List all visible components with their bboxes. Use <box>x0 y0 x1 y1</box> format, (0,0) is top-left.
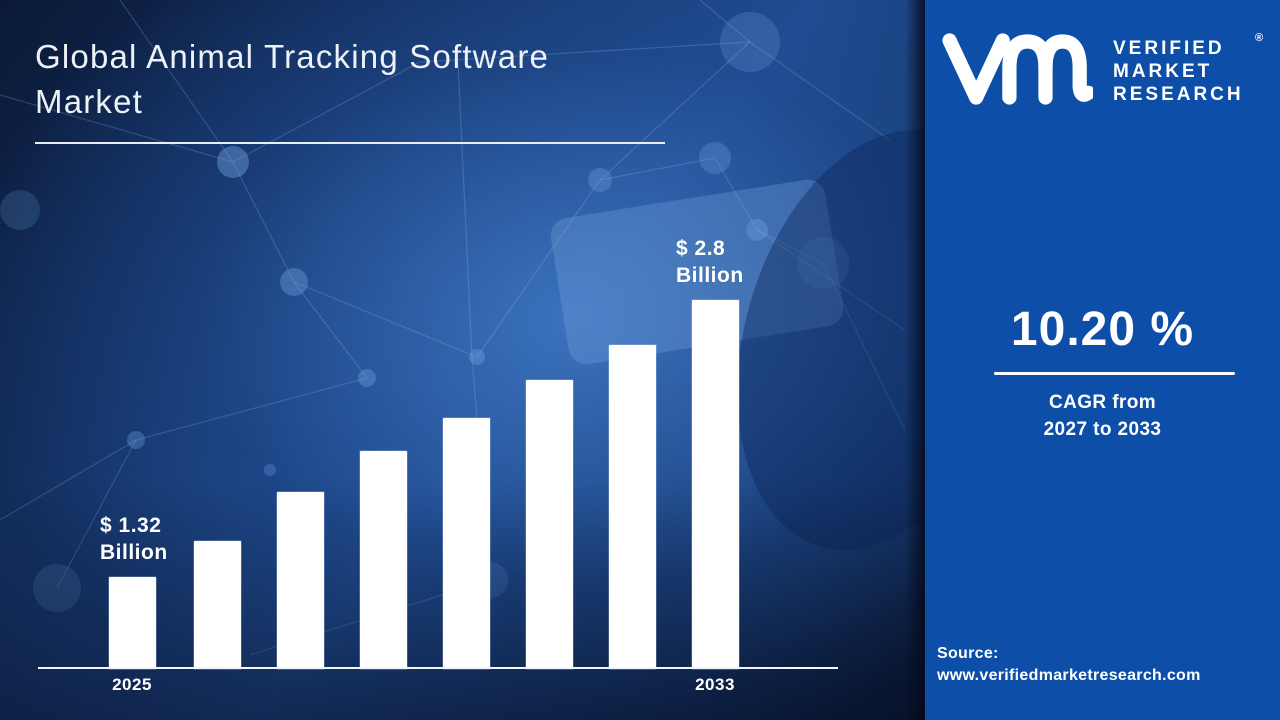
chart-bar-4 <box>360 451 407 669</box>
chart-bar-7 <box>609 345 656 669</box>
x-tick-2025: 2025 <box>112 675 152 694</box>
chart-section: Global Animal Tracking Software Market $… <box>0 0 925 720</box>
source-block: Source: www.verifiedmarketresearch.com <box>937 643 1201 687</box>
x-tick-2033: 2033 <box>695 675 735 694</box>
source-label: Source: <box>937 645 999 662</box>
cagr-divider <box>994 372 1235 375</box>
x-axis-line <box>38 667 838 669</box>
last-bar-value: $ 2.8 <box>676 237 726 260</box>
page-title-line2: Market <box>35 83 144 120</box>
bar-series <box>109 300 739 669</box>
cagr-value: 10.20 % <box>1010 303 1195 356</box>
last-bar-value-label: $ 2.8 Billion <box>676 235 744 289</box>
section-divider-shadow <box>905 0 925 720</box>
cagr-caption-line2: 2027 to 2033 <box>1043 419 1162 440</box>
brand-line1: VERIFIED <box>1113 38 1225 59</box>
brand-line2: MARKET <box>1113 61 1213 82</box>
source-url: www.verifiedmarketresearch.com <box>937 667 1201 684</box>
first-bar-value-label: $ 1.32 Billion <box>100 512 168 566</box>
first-bar-unit: Billion <box>100 541 168 564</box>
vmr-logo-icon <box>942 33 1093 105</box>
registered-trademark-icon: ® <box>1255 32 1264 44</box>
chart-bar-5 <box>443 418 490 669</box>
chart-bar-2 <box>194 541 241 669</box>
chart-bar-1 <box>109 577 156 669</box>
brand-line3: RESEARCH <box>1113 84 1244 105</box>
tablet-silhouette <box>550 130 925 550</box>
kpi-panel: VERIFIED MARKET RESEARCH ® 10.20 % CAGR … <box>925 0 1280 720</box>
cagr-caption: CAGR from 2027 to 2033 <box>925 389 1280 443</box>
cagr-caption-line1: CAGR from <box>1048 392 1157 413</box>
title-underline <box>35 142 665 144</box>
page-title-line1: Global Animal Tracking Software <box>35 38 550 75</box>
last-bar-unit: Billion <box>676 264 744 287</box>
network-overlay <box>0 0 925 656</box>
chart-bar-3 <box>277 492 324 669</box>
first-bar-value: $ 1.32 <box>100 514 162 537</box>
chart-bar-6 <box>526 380 573 669</box>
chart-bar-8 <box>692 300 739 669</box>
brand-wordmark: VERIFIED MARKET RESEARCH <box>1113 37 1244 106</box>
page-title: Global Animal Tracking Software Market <box>35 34 549 124</box>
